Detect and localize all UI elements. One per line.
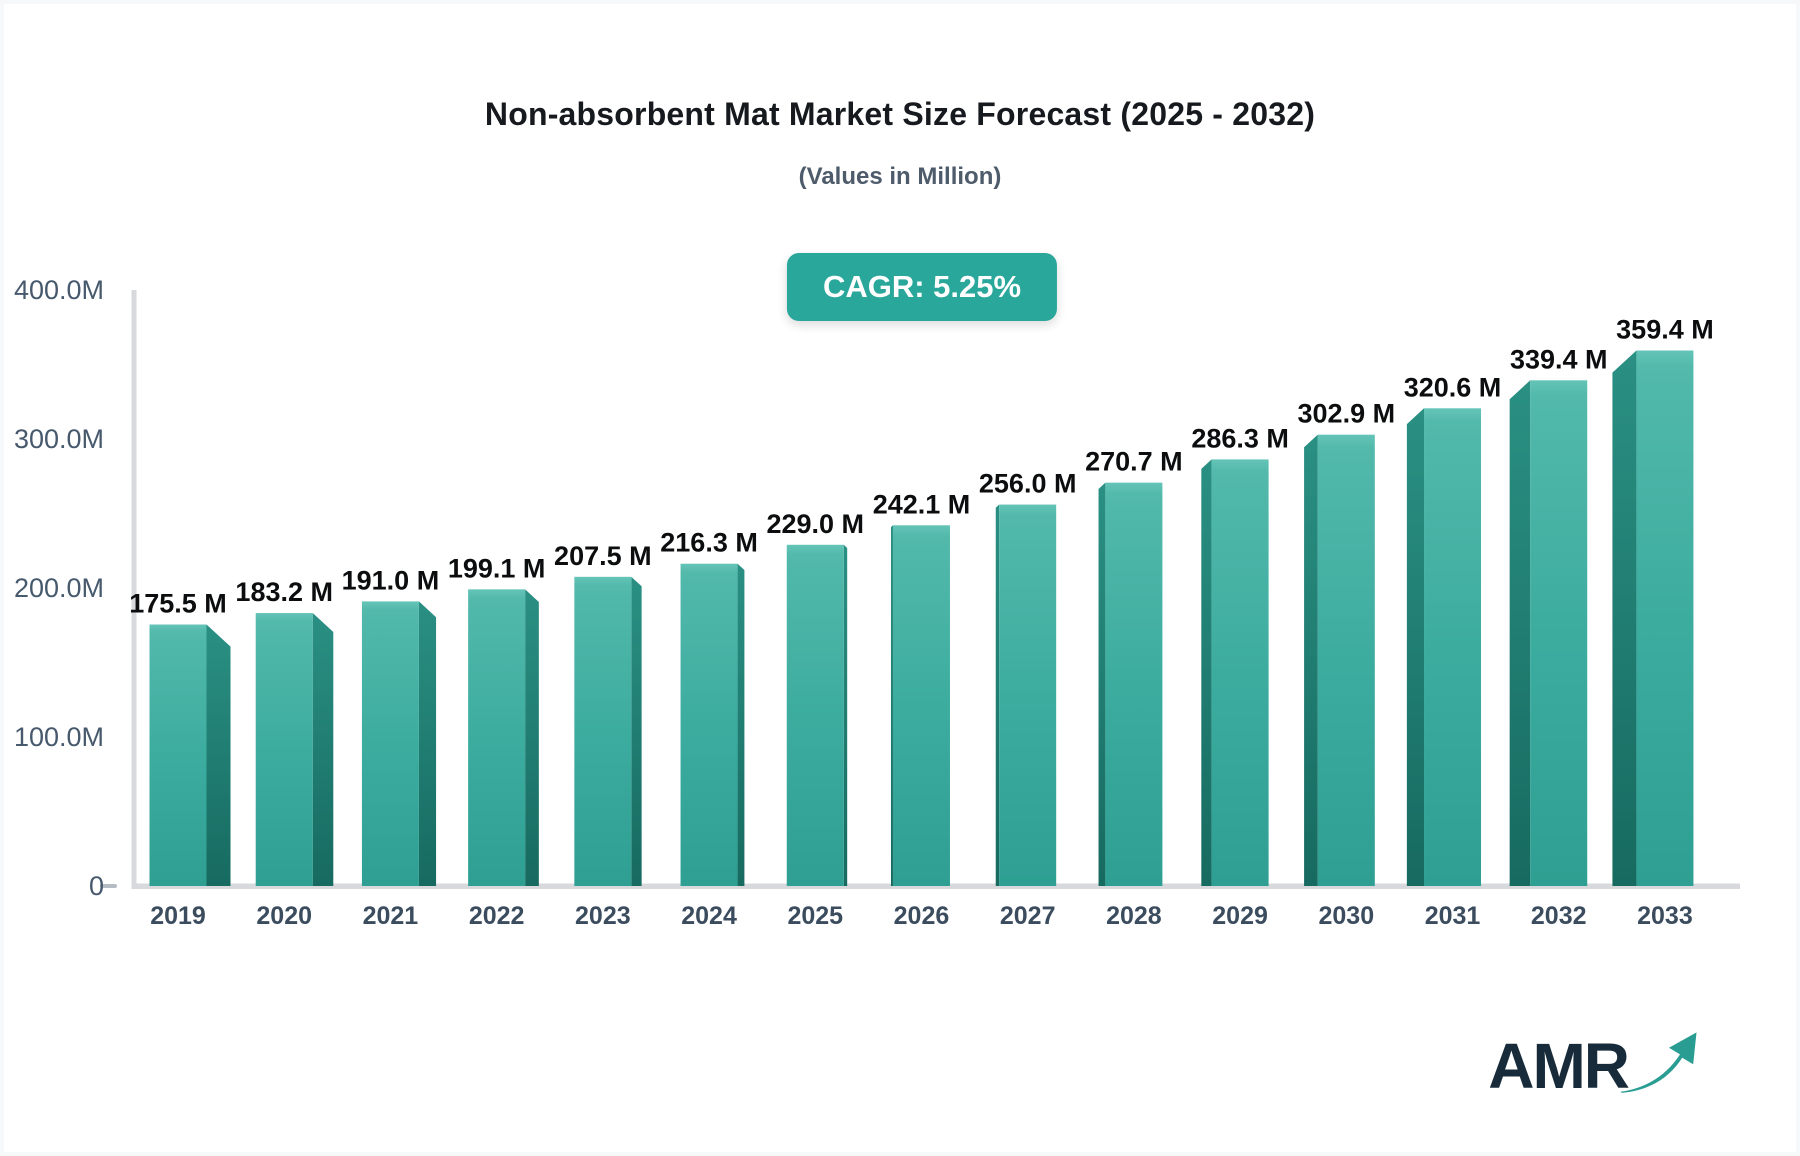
x-axis-label: 2032 xyxy=(1531,902,1587,930)
bar-front-face xyxy=(255,613,313,886)
bar-front-face xyxy=(999,504,1057,886)
bar-side-face xyxy=(1201,459,1212,886)
bar-value-label: 199.1 M xyxy=(448,553,546,583)
bar-front-face xyxy=(468,589,526,886)
bar-side-face xyxy=(312,613,334,886)
x-axis-label: 2031 xyxy=(1425,902,1481,930)
bar-value-label: 256.0 M xyxy=(979,469,1077,499)
x-axis-label: 2025 xyxy=(787,902,843,930)
y-axis-line xyxy=(131,290,137,886)
bar-value-label: 242.1 M xyxy=(873,489,971,519)
chart-title: Non-absorbent Mat Market Size Forecast (… xyxy=(484,96,1316,132)
bar-value-label: 175.5 M xyxy=(129,589,227,619)
bar-front-face xyxy=(1317,434,1375,886)
amr-logo-text: AMR xyxy=(1488,1030,1630,1102)
bar-front-face xyxy=(1105,482,1163,886)
bar-side-face xyxy=(995,504,1000,886)
bar-side-face xyxy=(1406,408,1425,886)
bar-front-face xyxy=(1636,350,1694,886)
bar-side-face xyxy=(1304,434,1318,886)
y-axis-label: 100.0M xyxy=(14,722,104,752)
bar-side-face xyxy=(1612,350,1637,886)
bar-value-label: 286.3 M xyxy=(1191,423,1289,453)
bar-front-face xyxy=(361,601,419,886)
x-axis-label: 2021 xyxy=(363,902,419,930)
plot-area: 400.0M 300.0M 200.0M 100.0M 0 175.5 M 2019 183.… xyxy=(14,275,1740,930)
x-axis-label: 2020 xyxy=(256,902,312,930)
bar-value-label: 183.2 M xyxy=(235,577,333,607)
bar-value-label: 216.3 M xyxy=(660,528,758,558)
bar-front-face xyxy=(149,624,207,886)
x-axis-label: 2029 xyxy=(1212,902,1268,930)
x-axis-label: 2024 xyxy=(681,902,737,930)
bar-front-face xyxy=(1211,459,1269,886)
y-axis-label: 300.0M xyxy=(14,424,104,454)
bar-front-face xyxy=(1530,380,1588,886)
bar-value-label: 229.0 M xyxy=(766,509,864,539)
bar-value-label: 191.0 M xyxy=(342,565,440,595)
x-axis-label: 2028 xyxy=(1106,902,1162,930)
bar-value-label: 302.9 M xyxy=(1298,399,1396,429)
growth-arrow-icon xyxy=(1620,1032,1697,1093)
x-axis-label: 2022 xyxy=(469,902,525,930)
bar-side-face xyxy=(890,525,893,886)
bar-front-face xyxy=(1424,408,1482,886)
x-axis-label: 2027 xyxy=(1000,902,1056,930)
bar-front-face xyxy=(786,544,844,886)
bar-side-face xyxy=(418,601,437,886)
x-axis-line xyxy=(131,883,1740,889)
bar-side-face xyxy=(525,589,539,886)
bar-side-face xyxy=(631,576,642,886)
x-axis-label: 2033 xyxy=(1637,902,1693,930)
x-axis-label: 2030 xyxy=(1318,902,1374,930)
zero-tick-mark xyxy=(100,884,117,888)
bar-value-label: 270.7 M xyxy=(1085,447,1183,477)
bar-front-face xyxy=(892,525,950,886)
x-axis-label: 2019 xyxy=(150,902,206,930)
bar-side-face xyxy=(1098,482,1106,886)
bar-side-face xyxy=(206,624,231,886)
bar-side-face xyxy=(1509,380,1531,886)
bar-side-face xyxy=(737,563,745,886)
y-axis-label: 400.0M xyxy=(14,275,104,305)
chart-subtitle: (Values in Million) xyxy=(798,163,1002,190)
cagr-badge: CAGR: 5.25% xyxy=(786,253,1058,321)
bar-front-face xyxy=(574,576,632,886)
bar-value-label: 207.5 M xyxy=(554,541,652,571)
bar-value-label: 320.6 M xyxy=(1404,372,1502,402)
bar-value-label: 339.4 M xyxy=(1510,344,1608,374)
bar-front-face xyxy=(680,563,738,886)
y-axis-label: 0 xyxy=(89,871,104,901)
y-axis-label: 200.0M xyxy=(14,573,104,603)
bar-value-label: 359.4 M xyxy=(1616,314,1714,344)
x-axis-label: 2023 xyxy=(575,902,631,930)
x-axis-label: 2026 xyxy=(894,902,950,930)
bar-side-face xyxy=(843,544,848,886)
amr-logo: AMR xyxy=(1488,1028,1700,1098)
